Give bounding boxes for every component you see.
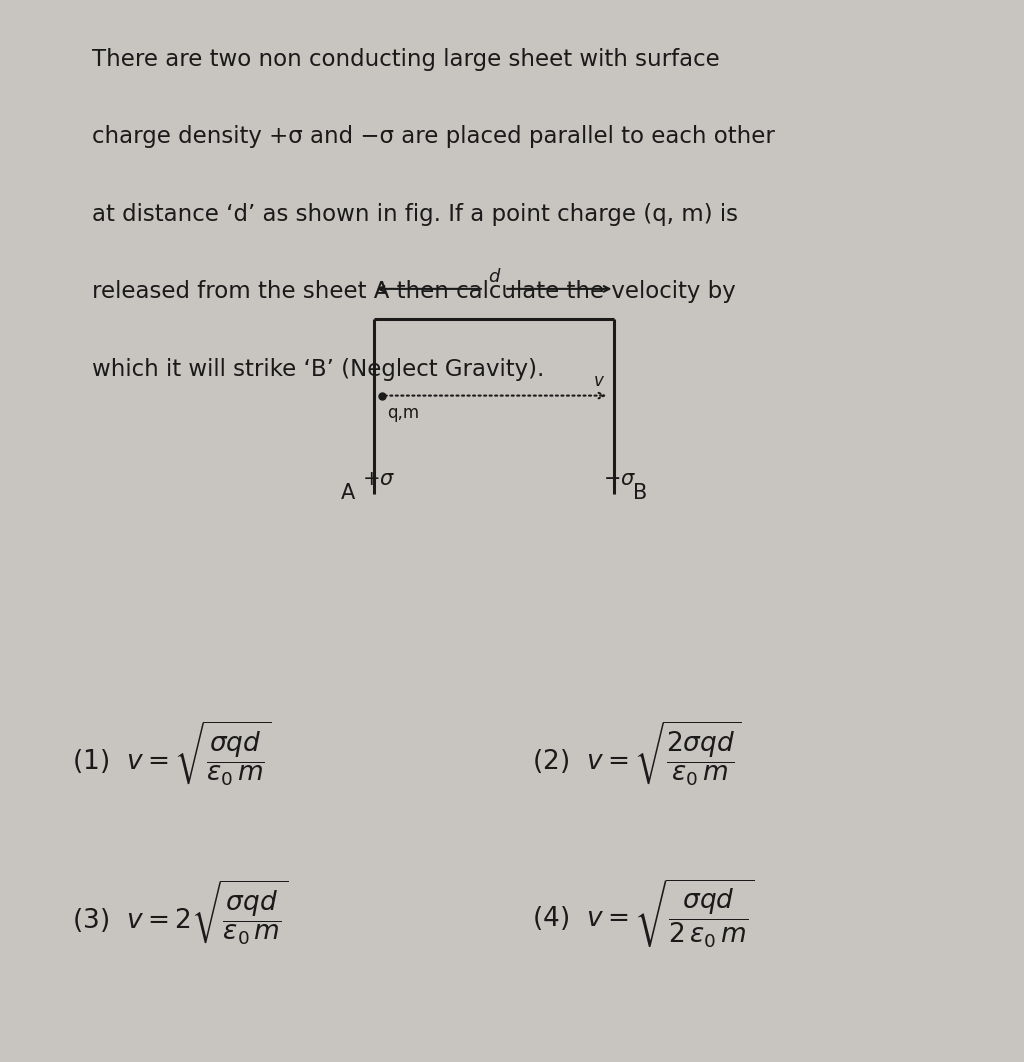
Text: q,m: q,m: [387, 405, 419, 422]
Text: $(4)\ \ v = \sqrt{\dfrac{\sigma q d}{2\,\epsilon_0\, m}}$: $(4)\ \ v = \sqrt{\dfrac{\sigma q d}{2\,…: [532, 877, 756, 949]
Text: $(2)\ \ v = \sqrt{\dfrac{2\sigma q d}{\epsilon_0\, m}}$: $(2)\ \ v = \sqrt{\dfrac{2\sigma q d}{\e…: [532, 720, 742, 788]
Text: B: B: [633, 483, 647, 503]
Text: There are two non conducting large sheet with surface: There are two non conducting large sheet…: [92, 48, 720, 71]
Text: charge density +σ and −σ are placed parallel to each other: charge density +σ and −σ are placed para…: [92, 125, 775, 149]
Text: $(3)\ \ v = 2\sqrt{\dfrac{\sigma q d}{\epsilon_0\, m}}$: $(3)\ \ v = 2\sqrt{\dfrac{\sigma q d}{\e…: [72, 879, 288, 947]
Text: v: v: [594, 373, 604, 391]
Text: $+\sigma$: $+\sigma$: [362, 468, 395, 489]
Text: at distance ‘d’ as shown in fig. If a point charge (q, m) is: at distance ‘d’ as shown in fig. If a po…: [92, 203, 738, 226]
Text: which it will strike ‘B’ (Neglect Gravity).: which it will strike ‘B’ (Neglect Gravit…: [92, 358, 545, 381]
Text: released from the sheet A then calculate the velocity by: released from the sheet A then calculate…: [92, 280, 736, 304]
Text: A: A: [341, 483, 355, 503]
Text: d: d: [488, 268, 500, 286]
Text: $-\sigma$: $-\sigma$: [603, 468, 636, 489]
Text: $(1)\ \ v = \sqrt{\dfrac{\sigma q d}{\epsilon_0\, m}}$: $(1)\ \ v = \sqrt{\dfrac{\sigma q d}{\ep…: [72, 720, 271, 788]
